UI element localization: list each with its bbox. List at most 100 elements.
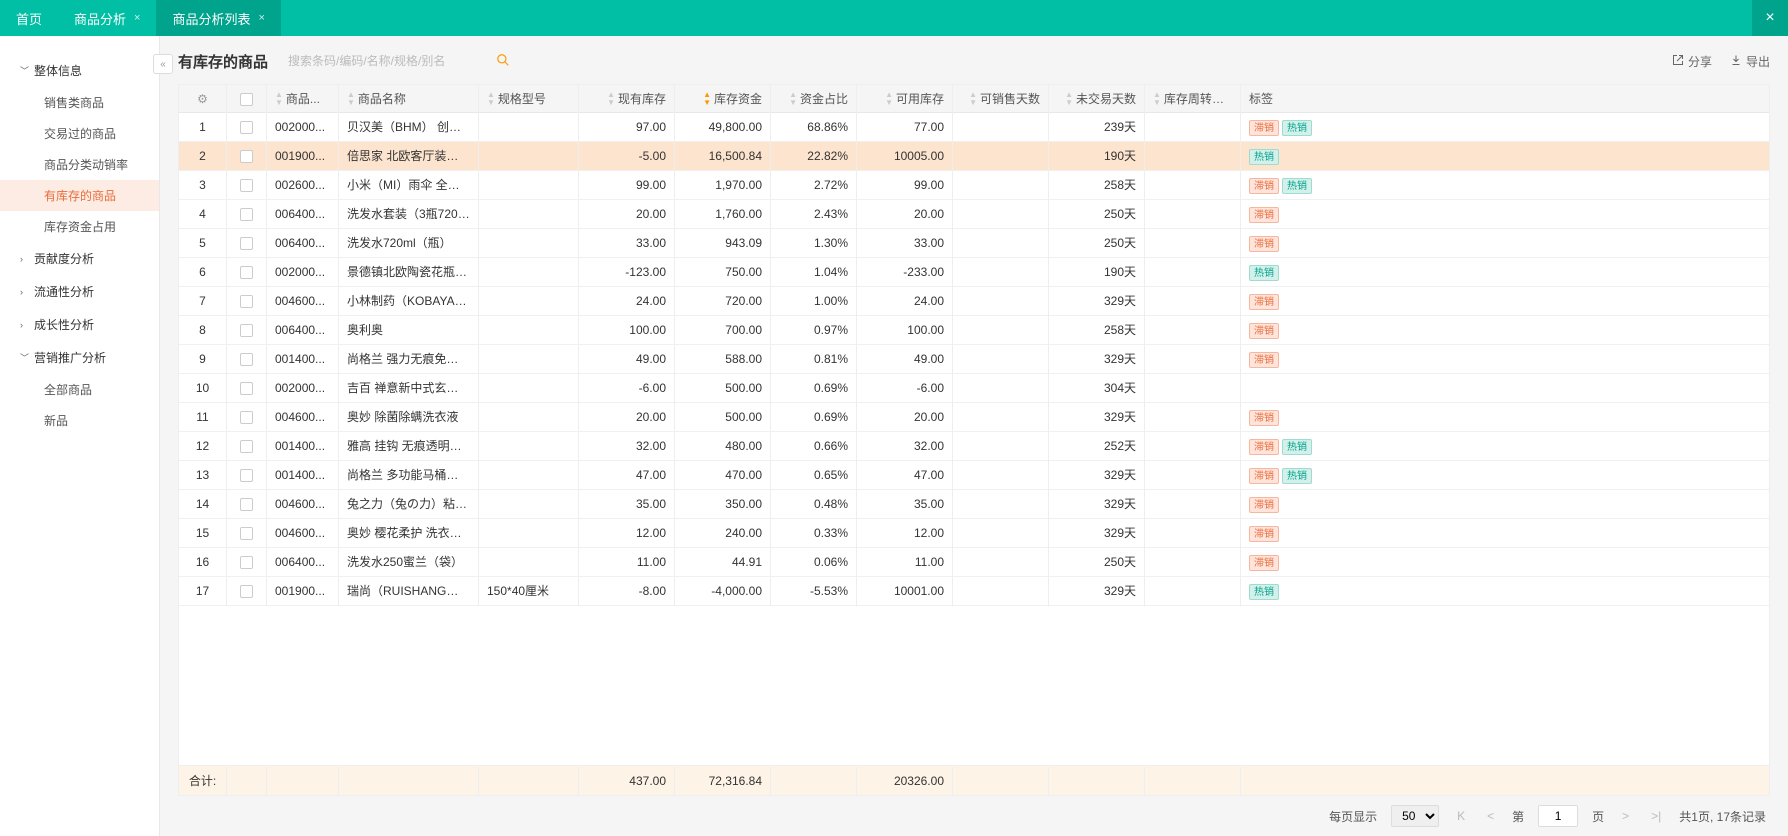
column-header-name[interactable]: ▲▼商品名称 xyxy=(339,85,479,113)
column-header-code[interactable]: ▲▼商品... xyxy=(267,85,339,113)
share-button[interactable]: 分享 xyxy=(1672,53,1712,70)
cell-sale xyxy=(953,345,1049,373)
nav-group-整体信息[interactable]: ﹀整体信息 xyxy=(0,54,159,87)
column-header-notx[interactable]: ▲▼未交易天数 xyxy=(1049,85,1145,113)
row-checkbox[interactable] xyxy=(240,121,253,134)
cell-code: 001400... xyxy=(267,345,339,373)
tag-热销: 热销 xyxy=(1249,584,1279,600)
page-next-button[interactable]: > xyxy=(1618,809,1633,823)
cell-stock: 20.00 xyxy=(579,200,675,228)
search-input[interactable] xyxy=(288,50,488,72)
nav-item-销售类商品[interactable]: 销售类商品 xyxy=(0,87,159,118)
column-header-stock[interactable]: ▲▼现有库存 xyxy=(579,85,675,113)
column-header-spec[interactable]: ▲▼规格型号 xyxy=(479,85,579,113)
row-checkbox[interactable] xyxy=(240,585,253,598)
table-row[interactable]: 2001900...倍思家 北欧客厅装饰画卧室-5.0016,500.8422.… xyxy=(179,142,1769,171)
row-checkbox[interactable] xyxy=(240,440,253,453)
chevron-right-icon: › xyxy=(20,287,28,297)
nav-item-商品分类动销率[interactable]: 商品分类动销率 xyxy=(0,149,159,180)
row-checkbox[interactable] xyxy=(240,469,253,482)
cell-avail: 77.00 xyxy=(857,113,953,141)
table-row[interactable]: 1002000...贝汉美（BHM） 创意北欧97.0049,800.0068.… xyxy=(179,113,1769,142)
footer-notx xyxy=(1049,767,1145,795)
nav-group-贡献度分析[interactable]: ›贡献度分析 xyxy=(0,242,159,275)
nav-group-营销推广分析[interactable]: ﹀营销推广分析 xyxy=(0,341,159,374)
column-header-turn[interactable]: ▲▼库存周转天数 xyxy=(1145,85,1241,113)
gear-icon[interactable]: ⚙ xyxy=(197,92,208,106)
row-checkbox[interactable] xyxy=(240,266,253,279)
cell-stock: 99.00 xyxy=(579,171,675,199)
cell-pct: 0.06% xyxy=(771,548,857,576)
row-checkbox[interactable] xyxy=(240,324,253,337)
row-checkbox[interactable] xyxy=(240,237,253,250)
cell-name: 小林制药（KOBAYASHI）E xyxy=(339,287,479,315)
table-row[interactable]: 15004600...奥妙 樱花柔护 洗衣凝珠 1012.00240.000.3… xyxy=(179,519,1769,548)
page-number-input[interactable] xyxy=(1538,805,1578,827)
page-prev-button[interactable]: < xyxy=(1483,809,1498,823)
table-body: 1002000...贝汉美（BHM） 创意北欧97.0049,800.0068.… xyxy=(179,113,1769,765)
table-row[interactable]: 3002600...小米（MI）雨伞 全自动折叠99.001,970.002.7… xyxy=(179,171,1769,200)
row-checkbox[interactable] xyxy=(240,556,253,569)
row-index: 17 xyxy=(179,577,227,605)
footer-turn xyxy=(1145,767,1241,795)
row-tags: 滞销 xyxy=(1241,490,1769,518)
sidebar-collapse-button[interactable]: « xyxy=(153,54,173,74)
select-all-checkbox[interactable] xyxy=(240,93,253,106)
table-row[interactable]: 6002000...景德镇北欧陶瓷花瓶摆件 仿-123.00750.001.04… xyxy=(179,258,1769,287)
table-row[interactable]: 14004600...兔之力（兔の力）粘毛器粘35.00350.000.48%3… xyxy=(179,490,1769,519)
tab-close-icon[interactable]: × xyxy=(134,12,140,24)
table-row[interactable]: 13001400...尚格兰 多功能马桶刷套装 带47.00470.000.65… xyxy=(179,461,1769,490)
page-first-button[interactable]: K xyxy=(1453,809,1469,823)
table-row[interactable]: 7004600...小林制药（KOBAYASHI）E24.00720.001.0… xyxy=(179,287,1769,316)
nav-item-全部商品[interactable]: 全部商品 xyxy=(0,374,159,405)
tab-商品分析[interactable]: 商品分析× xyxy=(58,0,156,36)
cell-name: 倍思家 北欧客厅装饰画卧室 xyxy=(339,142,479,170)
row-checkbox[interactable] xyxy=(240,150,253,163)
per-page-select[interactable]: 50 xyxy=(1391,805,1439,827)
table-row[interactable]: 9001400...尚格兰 强力无痕免打孔浴室49.00588.000.81%4… xyxy=(179,345,1769,374)
table-row[interactable]: 10002000...吉百 禅意新中式玄关摆件套-6.00500.000.69%… xyxy=(179,374,1769,403)
row-checkbox[interactable] xyxy=(240,208,253,221)
export-button[interactable]: 导出 xyxy=(1730,53,1770,70)
table-row[interactable]: 5006400...洗发水720ml（瓶）33.00943.091.30%33.… xyxy=(179,229,1769,258)
cell-stock: 33.00 xyxy=(579,229,675,257)
row-checkbox[interactable] xyxy=(240,527,253,540)
cell-stock: 24.00 xyxy=(579,287,675,315)
cell-spec xyxy=(479,374,579,402)
row-checkbox[interactable] xyxy=(240,411,253,424)
table-row[interactable]: 16006400...洗发水250蜜兰（袋）11.0044.910.06%11.… xyxy=(179,548,1769,577)
row-checkbox[interactable] xyxy=(240,498,253,511)
column-header-fund[interactable]: ▲▼库存资金 xyxy=(675,85,771,113)
row-checkbox[interactable] xyxy=(240,353,253,366)
column-header-pct[interactable]: ▲▼资金占比 xyxy=(771,85,857,113)
table-row[interactable]: 11004600...奥妙 除菌除螨洗衣液20.00500.000.69%20.… xyxy=(179,403,1769,432)
cell-notx: 304天 xyxy=(1049,374,1145,402)
tabs-close-all-button[interactable]: × xyxy=(1752,0,1788,36)
tab-close-icon[interactable]: × xyxy=(258,12,264,24)
nav-group-成长性分析[interactable]: ›成长性分析 xyxy=(0,308,159,341)
column-header-avail[interactable]: ▲▼可用库存 xyxy=(857,85,953,113)
row-checkbox[interactable] xyxy=(240,179,253,192)
cell-code: 004600... xyxy=(267,287,339,315)
row-index: 6 xyxy=(179,258,227,286)
table-row[interactable]: 4006400...洗发水套装（3瓶720ml+1）20.001,760.002… xyxy=(179,200,1769,229)
table-row[interactable]: 12001400...雅高 挂钩 无痕透明粘钩 强32.00480.000.66… xyxy=(179,432,1769,461)
page-last-button[interactable]: >| xyxy=(1647,809,1665,823)
tag-滞销: 滞销 xyxy=(1249,120,1279,136)
nav-item-库存资金占用[interactable]: 库存资金占用 xyxy=(0,211,159,242)
cell-sale xyxy=(953,316,1049,344)
row-checkbox[interactable] xyxy=(240,382,253,395)
row-index: 10 xyxy=(179,374,227,402)
column-header-sale[interactable]: ▲▼可销售天数 xyxy=(953,85,1049,113)
search-icon[interactable] xyxy=(496,53,510,70)
nav-item-交易过的商品[interactable]: 交易过的商品 xyxy=(0,118,159,149)
nav-item-有库存的商品[interactable]: 有库存的商品 xyxy=(0,180,159,211)
table-row[interactable]: 8006400...奥利奥100.00700.000.97%100.00258天… xyxy=(179,316,1769,345)
nav-group-流通性分析[interactable]: ›流通性分析 xyxy=(0,275,159,308)
footer-sale xyxy=(953,767,1049,795)
nav-item-新品[interactable]: 新品 xyxy=(0,405,159,436)
table-row[interactable]: 17001900...瑞尚（RUISHANG） 卧室装150*40厘米-8.00… xyxy=(179,577,1769,606)
row-checkbox[interactable] xyxy=(240,295,253,308)
tab-首页[interactable]: 首页 xyxy=(0,0,58,36)
tab-商品分析列表[interactable]: 商品分析列表× xyxy=(156,0,280,36)
